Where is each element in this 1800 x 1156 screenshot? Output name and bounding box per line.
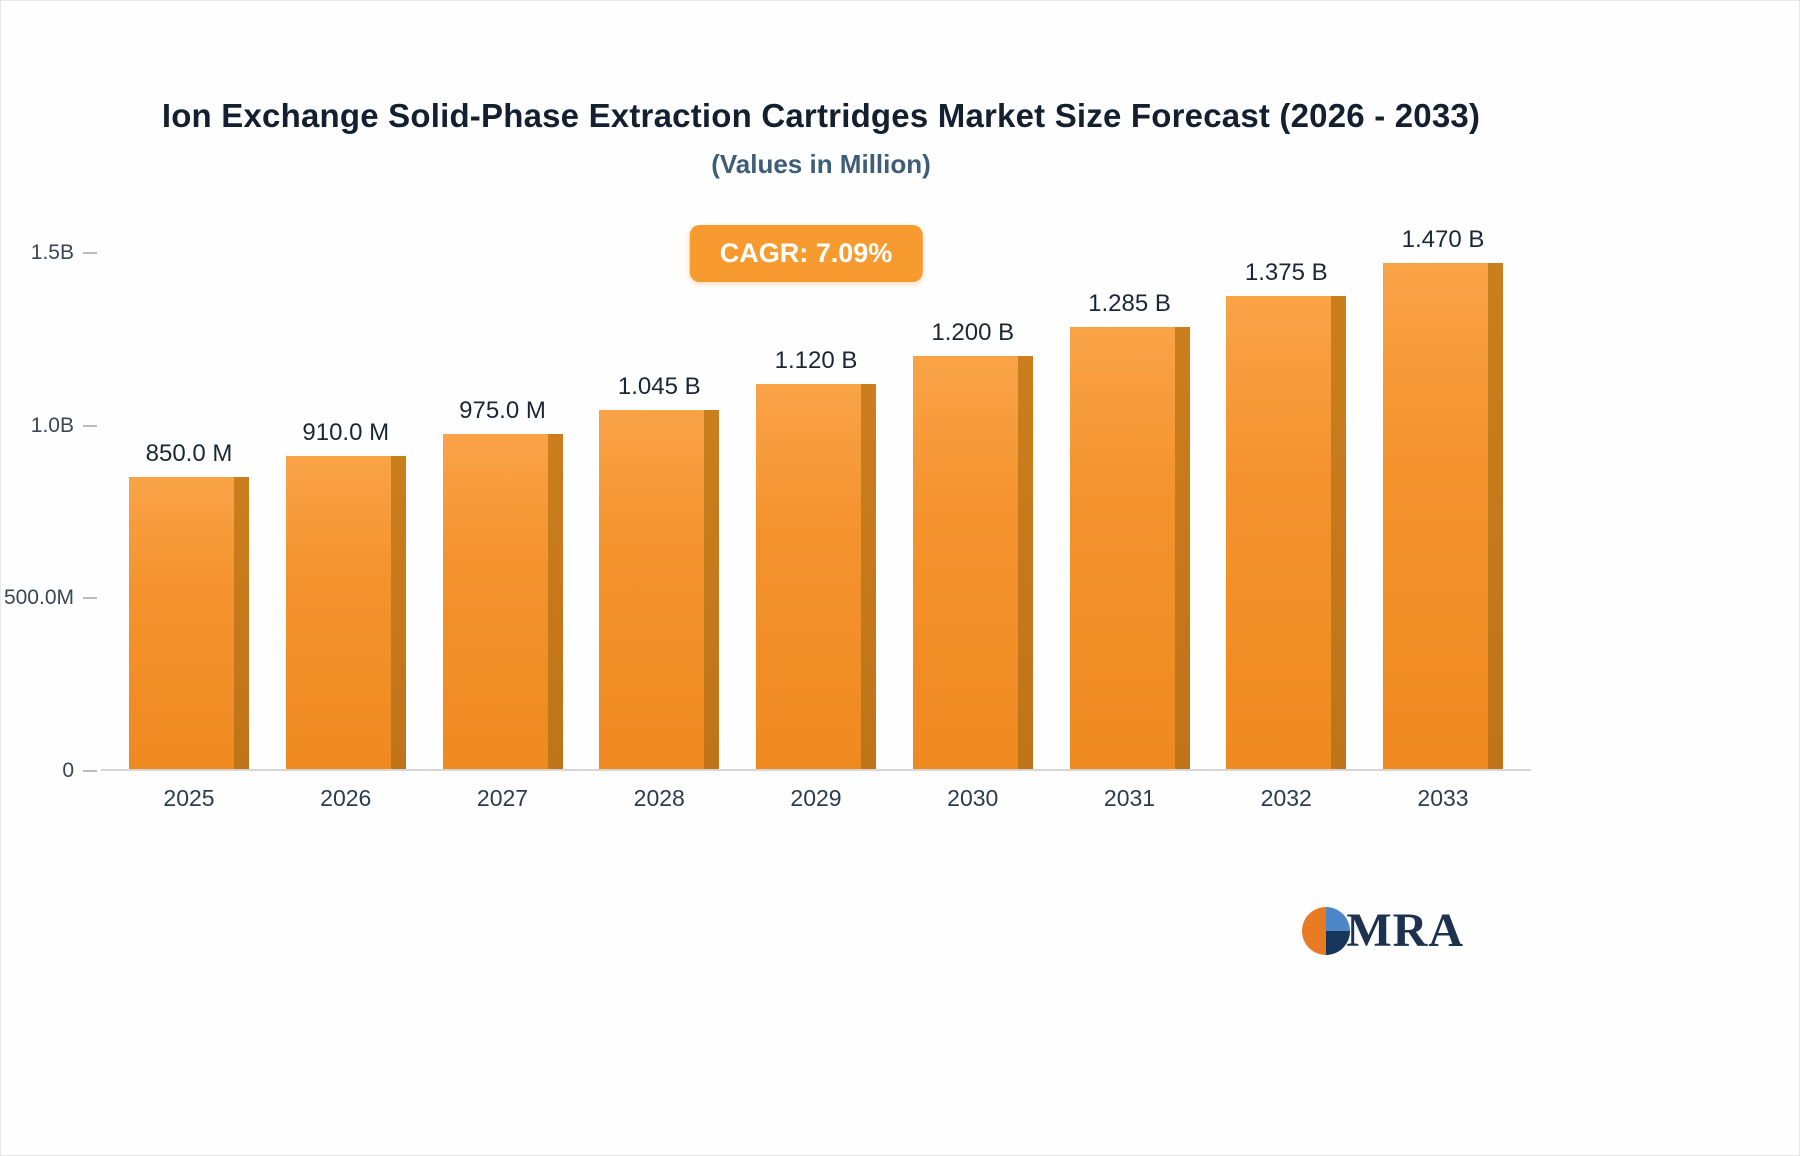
bar-2026[interactable]: 910.0 M bbox=[285, 419, 406, 769]
y-tick-label: 1.5B bbox=[30, 241, 74, 264]
x-axis-label-2033: 2033 bbox=[1417, 785, 1469, 811]
bar-value-label: 910.0 M bbox=[302, 418, 390, 446]
bar-value-label: 1.045 B bbox=[617, 372, 701, 400]
bar-face bbox=[1069, 326, 1175, 769]
x-axis-label-2031: 2031 bbox=[1103, 785, 1156, 811]
bar-2028[interactable]: 1.045 B bbox=[599, 373, 720, 769]
bar-side-shadow bbox=[1331, 296, 1347, 769]
bar-side-shadow bbox=[234, 476, 249, 769]
bar-value-label: 1.200 B bbox=[931, 319, 1015, 347]
bar-face bbox=[599, 409, 705, 769]
x-axis-label-2027: 2027 bbox=[476, 785, 529, 811]
bar-side-shadow bbox=[861, 383, 876, 769]
y-tick-mark bbox=[83, 597, 97, 600]
x-axis-label-2028: 2028 bbox=[633, 785, 685, 811]
x-axis-label-2026: 2026 bbox=[320, 785, 372, 811]
x-axis-label-2029: 2029 bbox=[790, 785, 842, 811]
y-tick: 1.5B bbox=[31, 241, 97, 265]
bar-value-label: 1.285 B bbox=[1088, 289, 1171, 317]
y-tick: 500.0M bbox=[4, 586, 97, 610]
y-tick-mark bbox=[83, 424, 97, 427]
bar-side-shadow bbox=[390, 455, 406, 769]
y-tick: 1.0B bbox=[31, 414, 97, 438]
bar-side-shadow bbox=[704, 409, 720, 769]
y-tick-mark bbox=[83, 252, 97, 254]
mra-logo-text: MRA bbox=[1346, 904, 1464, 957]
bar-2031[interactable]: 1.285 B bbox=[1069, 290, 1190, 769]
y-axis: 0 500.0M 1.0B 1.5B bbox=[1, 241, 97, 782]
y-tick-label: 1.0B bbox=[30, 413, 74, 437]
bar-side-shadow bbox=[1017, 356, 1033, 769]
bar-face bbox=[285, 455, 391, 769]
bar-2025[interactable]: 850.0 M bbox=[129, 440, 249, 769]
x-axis-labels: 2025 2026 2027 2028 2029 2030 2031 2032 2033 bbox=[101, 785, 1531, 812]
mra-logo: MRA bbox=[1302, 903, 1464, 958]
bar-face bbox=[129, 476, 234, 769]
bar-face bbox=[442, 433, 548, 769]
chart-subtitle: (Values in Million) bbox=[711, 149, 931, 179]
y-tick-label: 0 bbox=[62, 759, 74, 782]
bar-value-label: 975.0 M bbox=[459, 396, 546, 424]
bar-side-shadow bbox=[1174, 326, 1190, 769]
bar-value-label: 1.470 B bbox=[1401, 226, 1485, 254]
x-axis-label-2025: 2025 bbox=[163, 785, 215, 811]
x-axis-label-2030: 2030 bbox=[947, 785, 999, 811]
y-tick: 0 bbox=[62, 759, 97, 783]
bar-face bbox=[756, 383, 861, 769]
y-tick-mark bbox=[83, 770, 97, 772]
bar-value-label: 1.120 B bbox=[774, 346, 858, 374]
cagr-badge: CAGR: 7.09% bbox=[689, 225, 923, 282]
bar-2033[interactable]: 1.470 B bbox=[1383, 226, 1503, 769]
bar-value-label: 1.375 B bbox=[1244, 259, 1328, 286]
bar-side-shadow bbox=[547, 433, 563, 769]
y-tick-label: 500.0M bbox=[3, 586, 74, 610]
bar-face bbox=[1383, 263, 1488, 769]
bar-side-shadow bbox=[1488, 263, 1503, 769]
bar-2029[interactable]: 1.120 B bbox=[756, 347, 876, 769]
bar-2030[interactable]: 1.200 B bbox=[912, 319, 1033, 769]
x-axis-label-2032: 2032 bbox=[1260, 785, 1312, 811]
chart-title: Ion Exchange Solid-Phase Extraction Cart… bbox=[161, 97, 1481, 134]
mra-logo-pie-icon bbox=[1302, 906, 1351, 955]
bar-2032[interactable]: 1.375 B bbox=[1226, 259, 1347, 769]
plot-area: 850.0 M 910.0 M 975.0 M 1.045 B 1.120 B 1.200… bbox=[101, 226, 1531, 771]
bar-2027[interactable]: 975.0 M bbox=[442, 397, 563, 769]
bar-face bbox=[912, 356, 1018, 769]
bar-face bbox=[1226, 296, 1332, 769]
bar-value-label: 850.0 M bbox=[145, 439, 233, 467]
